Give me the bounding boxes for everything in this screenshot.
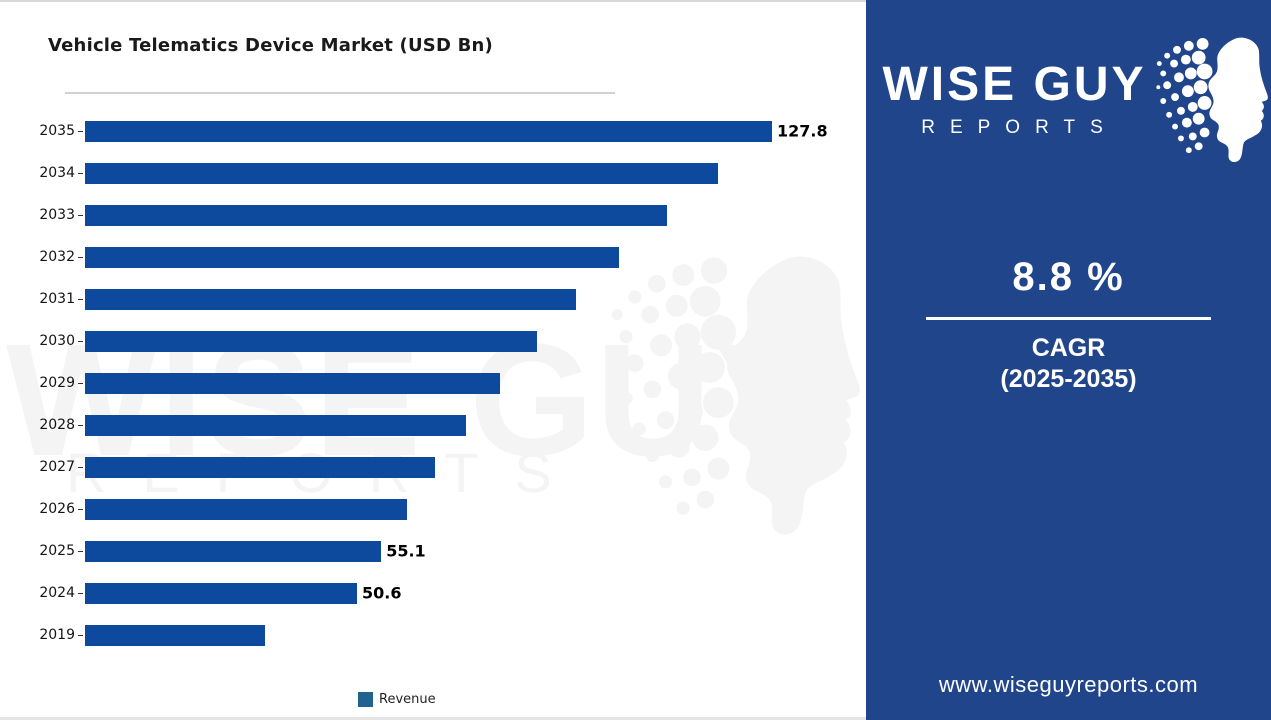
year-label: 2025	[39, 543, 75, 559]
bar-track	[85, 414, 866, 436]
revenue-bar	[85, 120, 772, 142]
revenue-bar	[85, 204, 667, 226]
bar-row: 2027	[0, 446, 866, 488]
y-axis-tick	[78, 382, 83, 384]
y-axis-tick	[78, 592, 83, 594]
bar-row: 2035 127.8	[0, 110, 866, 152]
bar-track	[85, 246, 866, 268]
title-divider	[65, 92, 615, 94]
y-axis-tick	[78, 130, 83, 132]
revenue-bar	[85, 624, 266, 646]
bar-value-label: 127.8	[777, 121, 828, 141]
revenue-bar	[85, 372, 500, 394]
revenue-bar	[85, 582, 357, 604]
y-axis-tick	[78, 214, 83, 216]
y-axis-tick	[78, 466, 83, 468]
year-label: 2028	[39, 417, 75, 433]
year-label: 2031	[39, 291, 75, 307]
cagr-block: 8.8 % CAGR (2025-2035)	[866, 255, 1271, 396]
year-label: 2034	[39, 165, 75, 181]
year-label: 2029	[39, 375, 75, 391]
revenue-bar	[85, 246, 620, 268]
year-label: 2035	[39, 123, 75, 139]
y-axis-tick	[78, 634, 83, 636]
bar-track: 55.1	[85, 540, 866, 562]
year-label: 2033	[39, 207, 75, 223]
legend-label: Revenue	[379, 692, 436, 707]
legend: Revenue	[358, 692, 436, 707]
bar-row: 2032	[0, 236, 866, 278]
top-border	[0, 0, 866, 2]
revenue-bar	[85, 162, 718, 184]
y-axis-tick	[78, 550, 83, 552]
bar-row: 2019	[0, 614, 866, 656]
head-profile-icon	[1155, 37, 1268, 163]
bar-row: 2025 55.1	[0, 530, 866, 572]
cagr-range: (2025-2035)	[1000, 365, 1137, 394]
revenue-bar	[85, 330, 537, 352]
year-label: 2024	[39, 585, 75, 601]
bar-value-label: 55.1	[386, 541, 426, 561]
bar-row: 2033	[0, 194, 866, 236]
bottom-border	[0, 717, 866, 720]
bar-row: 2026	[0, 488, 866, 530]
brand-panel: WISE GUY REPORTS 8.8 % CAGR (2025-2035) …	[866, 0, 1271, 720]
website-url: www.wiseguyreports.com	[938, 672, 1199, 697]
y-axis-tick	[78, 298, 83, 300]
bar-value-label: 50.6	[362, 583, 402, 603]
bar-track: 127.8	[85, 120, 866, 142]
year-label: 2027	[39, 459, 75, 475]
y-axis-tick	[78, 172, 83, 174]
cagr-label: CAGR	[1031, 334, 1106, 362]
bar-track	[85, 288, 866, 310]
bar-row: 2034	[0, 152, 866, 194]
bar-row: 2029	[0, 362, 866, 404]
chart-area: Vehicle Telematics Device Market (USD Bn…	[0, 0, 866, 720]
bar-track	[85, 330, 866, 352]
year-label: 2026	[39, 501, 75, 517]
cagr-divider	[926, 317, 1211, 320]
bar-row: 2024 50.6	[0, 572, 866, 614]
revenue-bar	[85, 288, 577, 310]
wise-guy-logo: WISE GUY REPORTS	[866, 36, 1271, 164]
bar-track	[85, 372, 866, 394]
cagr-value: 8.8 %	[1012, 255, 1125, 299]
revenue-bar	[85, 414, 467, 436]
bar-chart: 2035 127.8 2034 2033 2032 2031 2030 2029 2028 202…	[0, 110, 866, 656]
logo-text: WISE GUY REPORTS	[882, 61, 1146, 139]
year-label: 2030	[39, 333, 75, 349]
year-label: 2019	[39, 627, 75, 643]
y-axis-tick	[78, 340, 83, 342]
bar-track: 50.6	[85, 582, 866, 604]
bar-track	[85, 498, 866, 520]
bar-row: 2030	[0, 320, 866, 362]
year-label: 2032	[39, 249, 75, 265]
logo-subtitle: REPORTS	[921, 117, 1118, 138]
bar-row: 2028	[0, 404, 866, 446]
revenue-bar	[85, 498, 407, 520]
y-axis-tick	[78, 256, 83, 258]
revenue-bar	[85, 456, 436, 478]
bar-track	[85, 456, 866, 478]
revenue-bar	[85, 540, 382, 562]
logo-wordmark: WISE GUY	[882, 58, 1147, 111]
bar-track	[85, 624, 866, 646]
y-axis-tick	[78, 508, 83, 510]
bar-row: 2031	[0, 278, 866, 320]
y-axis-tick	[78, 424, 83, 426]
bar-track	[85, 162, 866, 184]
page-title: Vehicle Telematics Device Market (USD Bn…	[48, 35, 493, 56]
bar-track	[85, 204, 866, 226]
legend-marker	[358, 692, 373, 707]
